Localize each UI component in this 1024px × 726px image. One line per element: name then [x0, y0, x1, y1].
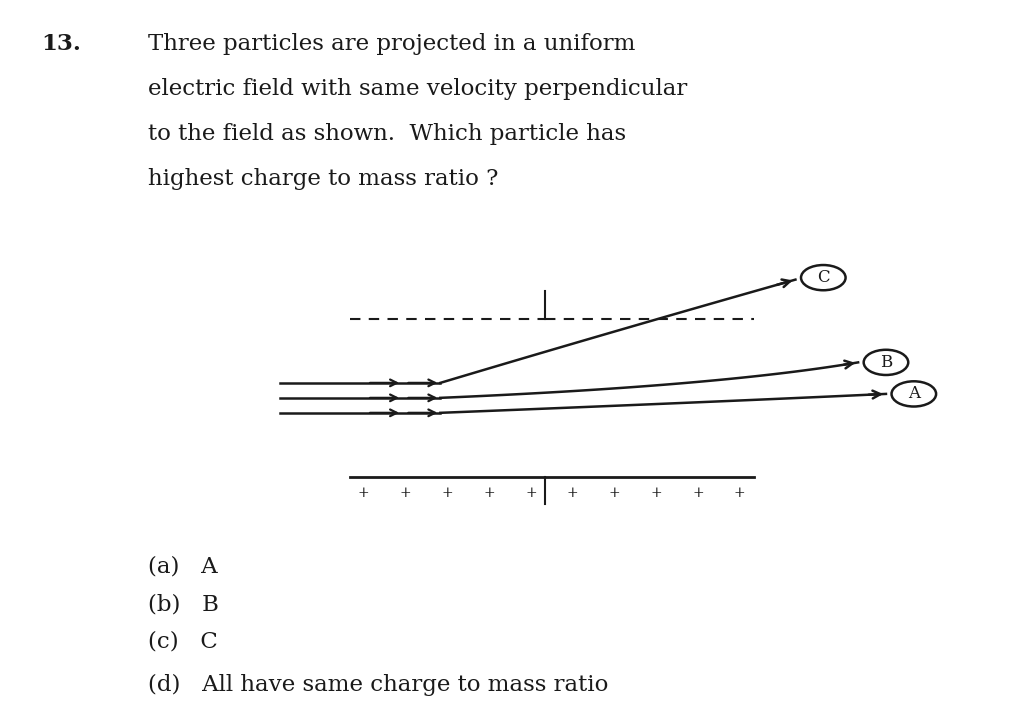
Text: 13.: 13.	[41, 33, 81, 54]
Text: A: A	[908, 386, 920, 402]
Text: (b)   B: (b) B	[148, 593, 219, 615]
Text: +: +	[358, 486, 370, 500]
Text: +: +	[567, 486, 579, 500]
Text: highest charge to mass ratio ?: highest charge to mass ratio ?	[148, 168, 499, 189]
Text: B: B	[880, 354, 892, 371]
Circle shape	[863, 350, 908, 375]
Circle shape	[892, 381, 936, 407]
Text: (c)   C: (c) C	[148, 631, 218, 653]
Text: +: +	[650, 486, 662, 500]
Text: Three particles are projected in a uniform: Three particles are projected in a unifo…	[148, 33, 636, 54]
Text: to the field as shown.  Which particle has: to the field as shown. Which particle ha…	[148, 123, 627, 144]
Text: +: +	[525, 486, 537, 500]
Text: +: +	[399, 486, 412, 500]
Text: (a)   A: (a) A	[148, 555, 218, 577]
Circle shape	[801, 265, 846, 290]
Text: (d)   All have same charge to mass ratio: (d) All have same charge to mass ratio	[148, 674, 609, 696]
Text: +: +	[734, 486, 745, 500]
Text: electric field with same velocity perpendicular: electric field with same velocity perpen…	[148, 78, 688, 99]
Text: +: +	[608, 486, 621, 500]
Text: +: +	[692, 486, 703, 500]
Text: C: C	[817, 269, 829, 286]
Text: +: +	[441, 486, 453, 500]
Text: +: +	[483, 486, 495, 500]
